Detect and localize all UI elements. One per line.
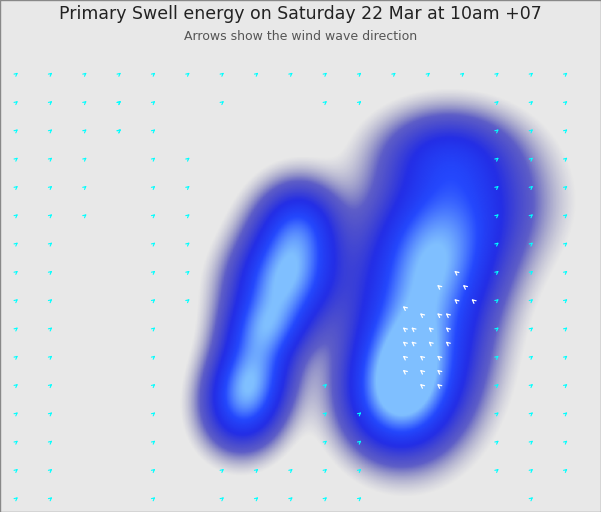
Text: Arrows show the wind wave direction: Arrows show the wind wave direction [184, 30, 417, 42]
Text: Primary Swell energy on Saturday 22 Mar at 10am +07: Primary Swell energy on Saturday 22 Mar … [59, 5, 542, 23]
